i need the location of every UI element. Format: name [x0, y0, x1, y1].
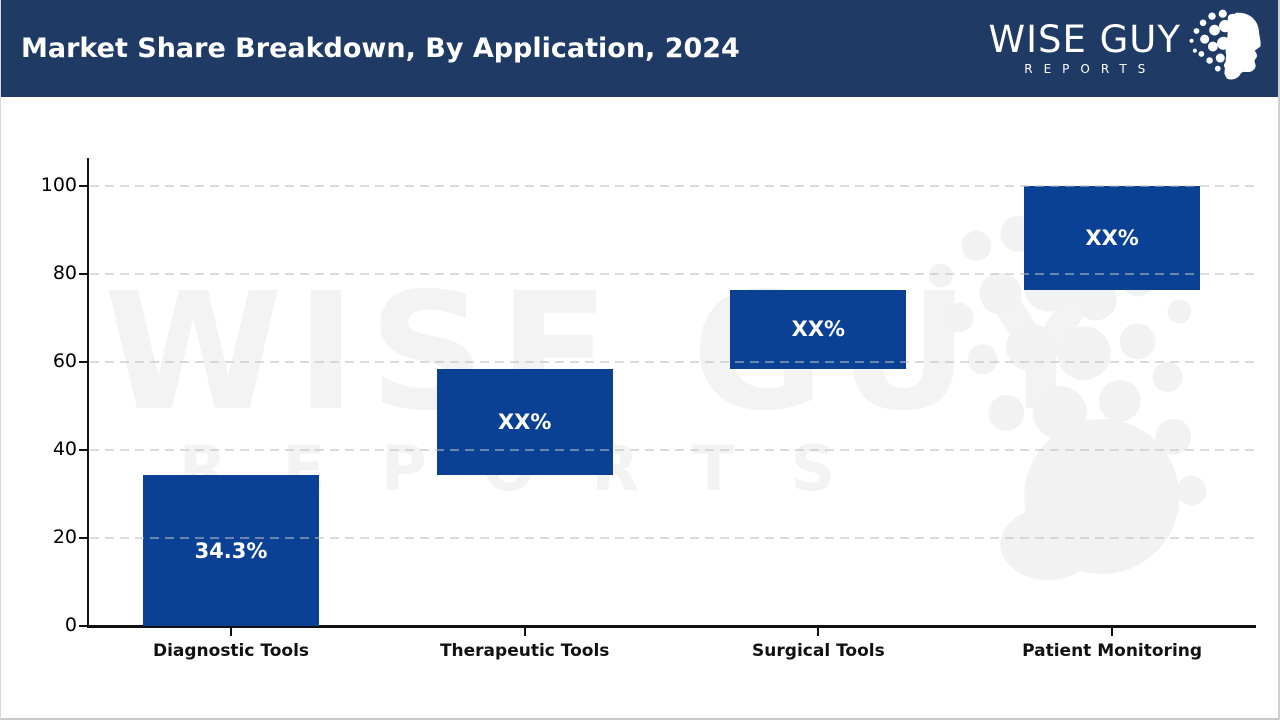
- x-tick-mark: [1111, 628, 1114, 636]
- bar-value-label: XX%: [1085, 225, 1139, 250]
- y-tick-mark: [79, 537, 87, 539]
- y-tick-label: 60: [52, 350, 77, 372]
- gridline: [90, 449, 1254, 451]
- y-tick-mark: [79, 185, 87, 187]
- wise-guy-face-icon: [1189, 9, 1261, 79]
- bar: 34.3%: [143, 475, 319, 626]
- x-tick-mark: [817, 628, 820, 636]
- x-category-label: Patient Monitoring: [1022, 641, 1203, 661]
- bar-value-label: 34.3%: [194, 538, 268, 563]
- x-axis-spine: [87, 625, 1256, 628]
- y-tick-mark: [79, 361, 87, 363]
- brand-logo: WISE GUY REPORTS: [989, 8, 1267, 90]
- bar-value-label: XX%: [497, 410, 552, 434]
- gridline: [90, 273, 1254, 275]
- y-tick-label: 20: [52, 526, 77, 548]
- y-tick-mark: [79, 625, 87, 627]
- y-tick-label: 0: [64, 614, 77, 636]
- page-title: Market Share Breakdown, By Application, …: [21, 33, 740, 64]
- x-category-label: Therapeutic Tools: [439, 641, 610, 661]
- bar-value-label: XX%: [791, 317, 846, 342]
- x-tick-mark: [230, 628, 232, 636]
- gridline: [90, 537, 1254, 539]
- gridline: [90, 185, 1254, 187]
- y-tick-label: 80: [52, 262, 77, 284]
- y-tick-mark: [79, 449, 87, 451]
- y-tick-mark: [79, 273, 87, 275]
- x-category-label: Surgical Tools: [752, 641, 885, 661]
- brand-subname: REPORTS: [1024, 62, 1157, 76]
- brand-logo-text: WISE GUY REPORTS: [989, 21, 1181, 76]
- header-bar: Market Share Breakdown, By Application, …: [1, 0, 1278, 97]
- bar: XX%: [1024, 186, 1201, 290]
- y-axis-spine: [87, 158, 89, 628]
- brand-name: WISE GUY: [988, 18, 1181, 61]
- x-category-label: Diagnostic Tools: [152, 641, 310, 661]
- x-tick-mark: [523, 628, 526, 636]
- gridline: [90, 361, 1254, 363]
- bar: XX%: [730, 289, 907, 369]
- bar: XX%: [436, 369, 613, 475]
- y-tick-label: 40: [52, 438, 77, 460]
- y-tick-label: 100: [40, 174, 77, 196]
